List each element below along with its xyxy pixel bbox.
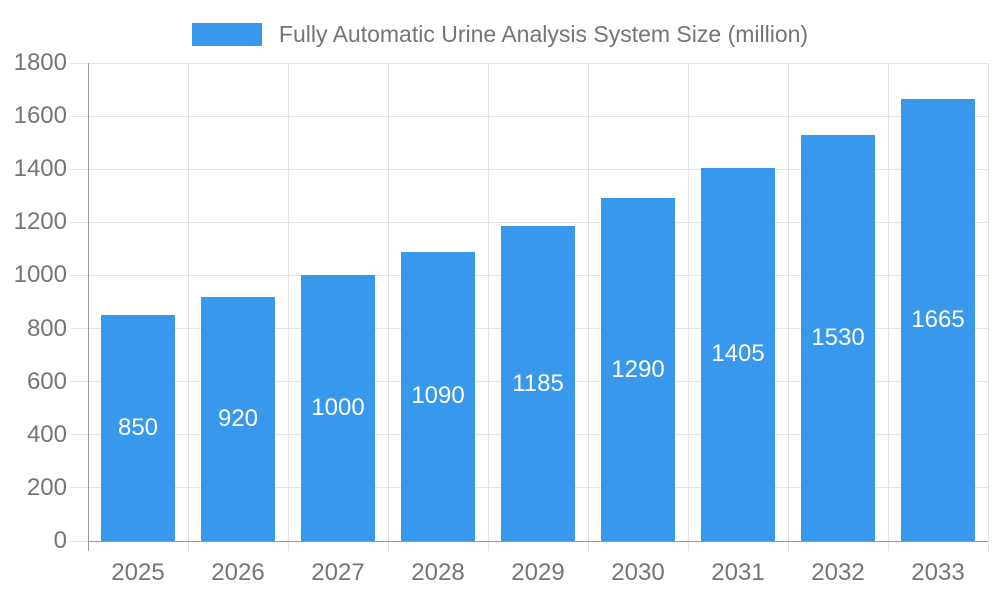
y-axis-tick-label: 1000 (13, 261, 67, 289)
bar-value-label: 1290 (611, 355, 665, 383)
x-gridline (687, 63, 689, 551)
x-axis-label: 2029 (511, 559, 565, 586)
x-axis-label: 2031 (711, 559, 765, 586)
x-axis-label: 2030 (611, 559, 665, 586)
bar-2027[interactable] (301, 275, 375, 541)
x-gridline (787, 63, 789, 551)
bar-value-label: 1665 (911, 305, 965, 333)
y-axis-tick-label: 200 (26, 473, 67, 501)
bar-value-label: 920 (217, 404, 259, 432)
x-gridline (987, 63, 989, 551)
y-axis-tick-label: 1400 (13, 155, 67, 183)
bar-value-label: 1000 (311, 394, 365, 422)
y-axis-tick (70, 540, 88, 542)
y-axis-line (88, 63, 89, 551)
x-axis-label: 2028 (411, 559, 465, 586)
plot-area: 0 200 400 600 800 1000 1200 1400 1600 1800 850 2025… (14, 50, 989, 586)
x-gridline (587, 63, 589, 551)
y-axis-tick-label: 0 (53, 527, 67, 554)
y-axis-tick-label: 800 (26, 314, 67, 342)
x-axis-line (88, 541, 988, 542)
x-gridline (487, 63, 489, 551)
bar-2025[interactable] (101, 315, 175, 541)
x-axis-label: 2032 (811, 559, 865, 586)
bar-value-label: 1530 (811, 323, 865, 351)
x-gridline (887, 63, 889, 551)
y-axis-tick-label: 1200 (13, 208, 67, 236)
x-axis-label: 2026 (211, 559, 265, 586)
bar-2026[interactable] (201, 296, 275, 541)
x-gridline (187, 63, 189, 551)
legend-swatch-icon (191, 23, 262, 46)
y-gridline (70, 168, 988, 170)
bar-value-label: 1185 (512, 369, 564, 397)
bar-2028[interactable] (401, 251, 475, 541)
y-gridline (70, 115, 988, 117)
x-axis-label: 2033 (911, 559, 965, 586)
y-axis-tick-label: 1600 (13, 102, 67, 130)
legend[interactable]: Fully Automatic Urine Analysis System Si… (0, 21, 1000, 48)
bar-2030[interactable] (601, 198, 675, 541)
legend-label: Fully Automatic Urine Analysis System Si… (278, 21, 809, 47)
x-gridline (387, 63, 389, 551)
bar-2032[interactable] (801, 134, 875, 541)
y-gridline (70, 62, 988, 64)
x-axis-label: 2025 (111, 559, 165, 586)
bar-value-label: 1090 (411, 382, 465, 410)
x-gridline (287, 63, 289, 551)
bar-2033[interactable] (901, 98, 975, 541)
bar-2031[interactable] (701, 167, 775, 541)
bar-2029[interactable] (501, 226, 575, 541)
y-axis-tick-label: 400 (26, 420, 67, 448)
x-axis-label: 2027 (311, 559, 365, 586)
bar-value-label: 850 (117, 414, 159, 442)
bar-value-label: 1405 (711, 340, 765, 368)
y-gridline (70, 221, 988, 223)
y-axis-tick-label: 1800 (13, 49, 67, 76)
y-axis-tick-label: 600 (26, 367, 67, 395)
